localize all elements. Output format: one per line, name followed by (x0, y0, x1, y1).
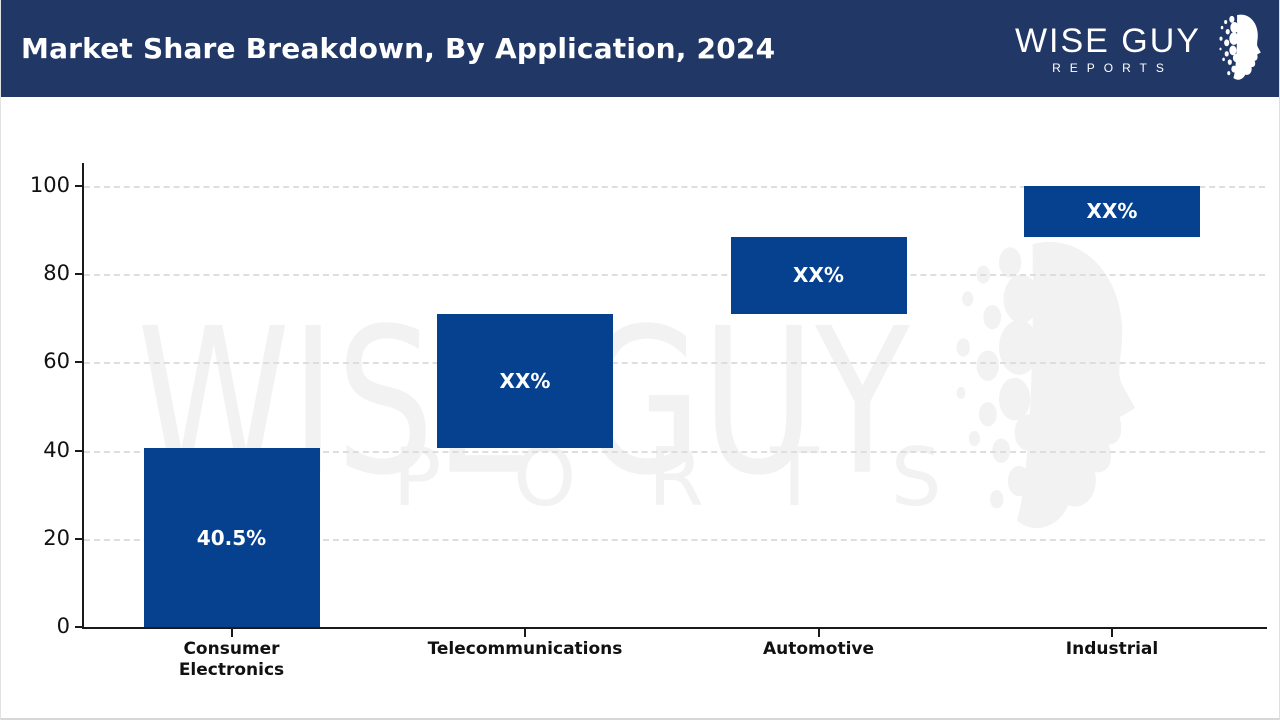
y-tick-label-40: 40 (43, 437, 70, 462)
y-tick-mark-100 (75, 185, 84, 188)
bar-value-label-consumer-electronics: 40.5% (196, 525, 267, 550)
y-tick-mark-20 (75, 537, 84, 540)
category-label-telecommunications: Telecommunications (427, 639, 623, 659)
gridline-40 (84, 450, 1265, 453)
x-tick-mark-consumer-electronics (230, 629, 233, 637)
x-axis (82, 627, 1267, 629)
y-tick-label-60: 60 (43, 349, 70, 374)
y-tick-mark-0 (75, 626, 84, 628)
gridline-100 (84, 186, 1265, 189)
bar-industrial: XX% (1024, 186, 1200, 237)
y-tick-mark-40 (75, 449, 84, 452)
y-tick-label-80: 80 (43, 261, 70, 286)
bar-automotive: XX% (730, 236, 907, 314)
y-tick-label-20: 20 (43, 525, 70, 550)
gridline-80 (84, 274, 1265, 277)
watermark-dotted-head (956, 241, 1136, 529)
dotted-head-logo-icon (1219, 14, 1261, 80)
bottom-border-line (1, 718, 1279, 720)
category-label-industrial: Industrial (1065, 639, 1159, 659)
bar-value-label-telecommunications: XX% (499, 369, 551, 394)
chart-plot-area: 40.5% XX% XX% XX% (84, 164, 1265, 627)
y-tick-mark-80 (75, 273, 84, 276)
y-tick-label-0: 0 (56, 614, 70, 638)
x-tick-mark-industrial (1111, 629, 1113, 637)
header-bar: Market Share Breakdown, By Application, … (1, 0, 1279, 97)
gridline-20 (84, 538, 1265, 541)
category-label-automotive: Automotive (762, 639, 875, 659)
logo-subtitle: REPORTS (1052, 60, 1173, 75)
page-title: Market Share Breakdown, By Application, … (21, 32, 776, 65)
bar-consumer-electronics: 40.5% (143, 448, 320, 627)
x-tick-mark-automotive (817, 629, 820, 637)
y-axis (82, 163, 84, 629)
bar-value-label-automotive: XX% (793, 263, 844, 288)
gridline-60 (84, 362, 1265, 365)
logo-text: WISE GUY REPORTS (1015, 24, 1201, 74)
y-tick-mark-60 (75, 361, 84, 364)
bar-value-label-industrial: XX% (1086, 199, 1138, 224)
bar-telecommunications: XX% (437, 313, 613, 449)
logo-wordmark: WISE GUY (1014, 21, 1201, 60)
wise-guy-reports-logo: WISE GUY REPORTS (1015, 11, 1267, 87)
category-label-consumer-electronics: Consumer Electronics (178, 639, 285, 681)
y-tick-label-100: 100 (29, 173, 70, 198)
x-tick-mark-telecommunications (524, 629, 526, 637)
